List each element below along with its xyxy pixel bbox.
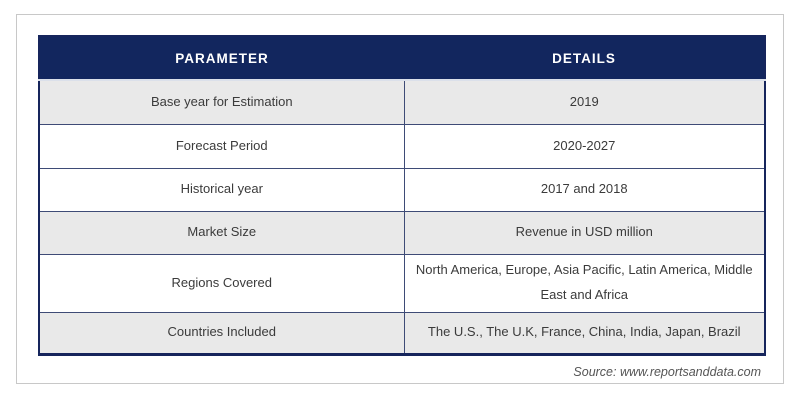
table-row: Historical year 2017 and 2018 [38, 167, 766, 212]
parameter-cell: Regions Covered [38, 253, 405, 313]
parameter-cell: Market Size [38, 210, 405, 255]
source-attribution: Source: www.reportsanddata.com [573, 364, 761, 379]
parameter-column-header: PARAMETER [39, 36, 404, 80]
table-row: Regions Covered North America, Europe, As… [38, 253, 766, 313]
details-cell: 2020-2027 [403, 123, 766, 169]
details-cell: North America, Europe, Asia Pacific, Lat… [403, 253, 766, 313]
table-row: Forecast Period 2020-2027 [38, 123, 766, 169]
details-cell: The U.S., The U.K, France, China, India,… [403, 311, 766, 355]
details-cell: 2019 [403, 79, 766, 125]
table-row: Base year for Estimation 2019 [38, 79, 766, 125]
parameter-cell: Forecast Period [38, 123, 405, 169]
parameters-table: PARAMETER DETAILS Base year for Estimati… [38, 35, 766, 356]
table-body: Base year for Estimation 2019 Forecast Per… [38, 79, 766, 355]
parameter-cell: Historical year [38, 167, 405, 212]
table-row: Countries Included The U.S., The U.K, Fra… [38, 311, 766, 355]
table-row: Market Size Revenue in USD million [38, 210, 766, 255]
parameter-cell: Countries Included [38, 311, 405, 355]
details-cell: Revenue in USD million [403, 210, 766, 255]
table-header-row: PARAMETER DETAILS [39, 36, 765, 80]
parameter-cell: Base year for Estimation [38, 79, 405, 125]
details-cell: 2017 and 2018 [403, 167, 766, 212]
details-column-header: DETAILS [404, 36, 765, 80]
report-scope-card: PARAMETER DETAILS Base year for Estimati… [16, 14, 784, 384]
